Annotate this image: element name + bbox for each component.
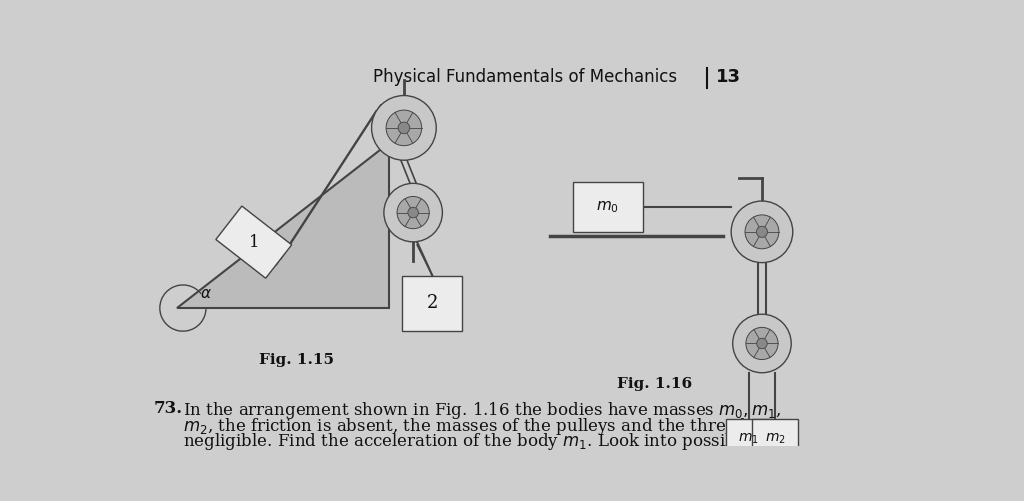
Circle shape [745, 215, 779, 249]
Circle shape [731, 201, 793, 263]
Circle shape [372, 96, 436, 160]
Text: Fig. 1.16: Fig. 1.16 [616, 377, 692, 390]
Bar [752, 419, 798, 459]
Circle shape [757, 226, 768, 237]
Polygon shape [177, 143, 388, 308]
Text: Fig. 1.15: Fig. 1.15 [259, 353, 334, 367]
Text: $m_1$: $m_1$ [738, 432, 759, 446]
Circle shape [408, 207, 419, 218]
Bar [402, 276, 463, 331]
Text: $m_2$: $m_2$ [765, 432, 785, 446]
Text: $m_2$, the friction is absent, the masses of the pulleys and the threads are: $m_2$, the friction is absent, the masse… [183, 416, 788, 437]
Bar [726, 419, 772, 459]
Bar [573, 182, 643, 232]
Text: 1: 1 [249, 233, 259, 250]
Text: 13: 13 [716, 68, 740, 86]
Circle shape [398, 122, 410, 134]
Circle shape [397, 196, 429, 228]
Text: 73.: 73. [154, 400, 183, 417]
Text: In the arrangement shown in Fig. 1.16 the bodies have masses $m_0, m_1$,: In the arrangement shown in Fig. 1.16 th… [183, 400, 781, 421]
Text: $m_0$: $m_0$ [596, 199, 620, 215]
Polygon shape [216, 206, 292, 278]
Text: Physical Fundamentals of Mechanics: Physical Fundamentals of Mechanics [373, 68, 677, 86]
Circle shape [384, 183, 442, 242]
Text: $\alpha$: $\alpha$ [200, 287, 212, 301]
Circle shape [733, 314, 792, 373]
Circle shape [757, 338, 767, 349]
Circle shape [386, 110, 422, 146]
Text: 2: 2 [427, 295, 438, 313]
Text: negligible. Find the acceleration of the body $m_1$. Look into possible: negligible. Find the acceleration of the… [183, 431, 752, 452]
Circle shape [745, 327, 778, 360]
